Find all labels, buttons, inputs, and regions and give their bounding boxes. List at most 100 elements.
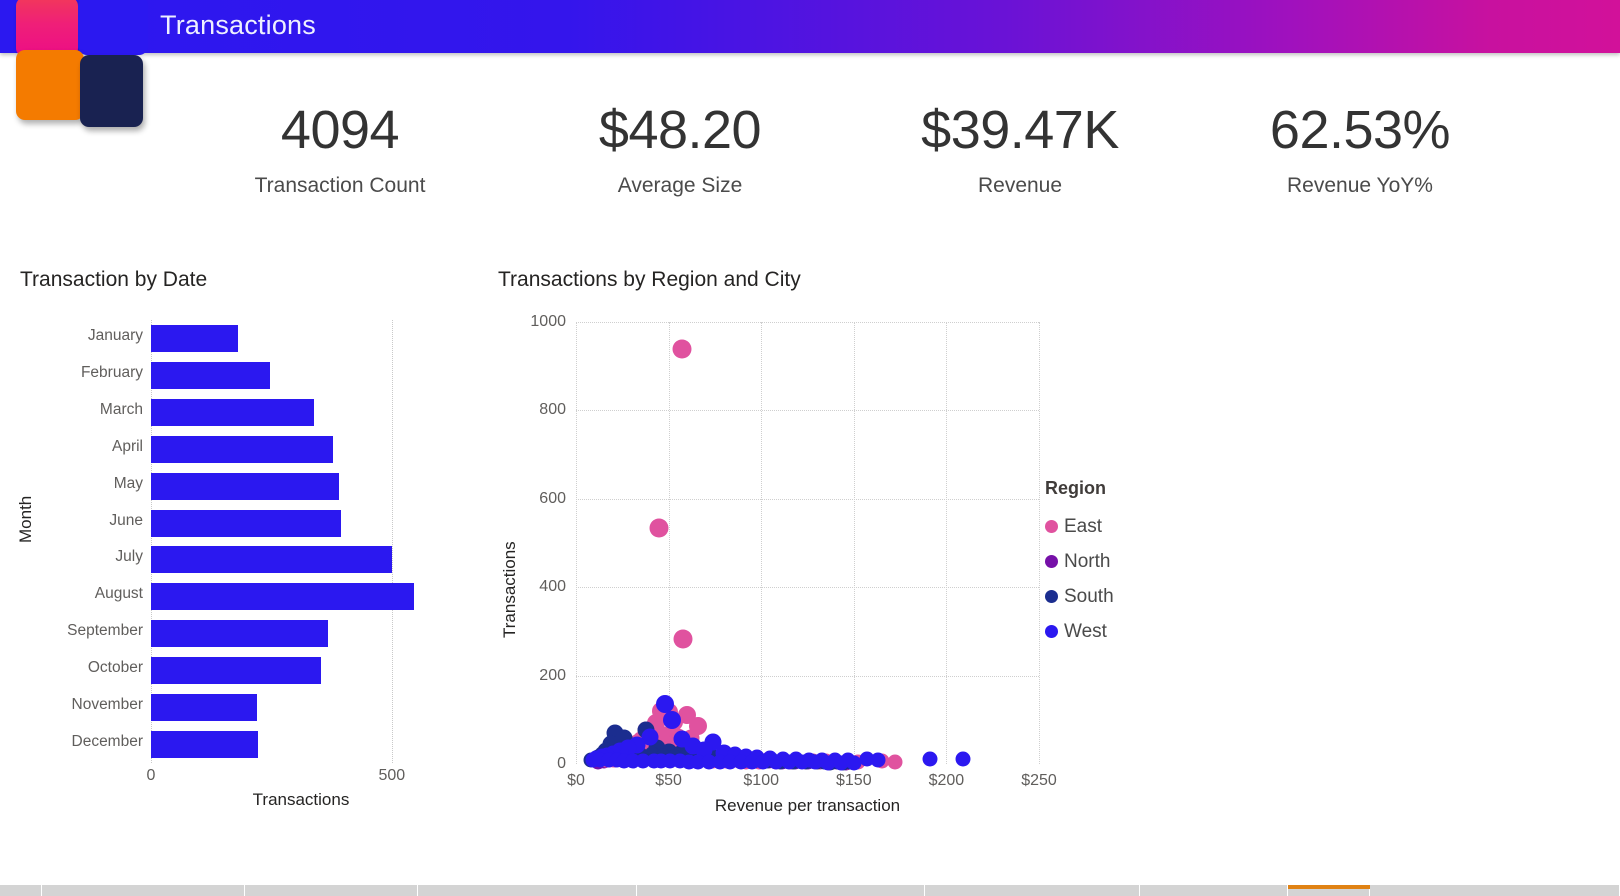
scatter-point[interactable] [695,741,713,759]
strip-segment[interactable] [1288,885,1370,896]
bar-row[interactable]: March [100,398,414,426]
scatter-point[interactable] [794,754,810,770]
bar-rect[interactable] [151,472,339,500]
scatter-point[interactable] [755,754,771,770]
bar-rect[interactable] [151,509,341,537]
bar-row[interactable]: August [95,583,414,611]
scatter-point[interactable] [672,339,692,359]
bar-category-label: August [94,585,143,603]
bar-row[interactable]: October [88,657,414,685]
legend-swatch-icon [1045,555,1058,568]
scatter-gridline-horizontal [576,587,1039,589]
scatter-y-tick-label: 1000 [530,313,566,330]
scatter-point[interactable] [673,629,693,649]
bar-row[interactable]: April [112,435,414,463]
bar-rect[interactable] [151,657,321,685]
scatter-y-tick-label: 0 [557,755,566,772]
bar-rect[interactable] [151,620,329,648]
bar-rect[interactable] [151,398,315,426]
bar-rect[interactable] [151,731,258,759]
strip-segment[interactable] [245,885,418,896]
kpi-label: Revenue [977,174,1063,197]
logo-square-pink [16,0,78,57]
bar-category-label: February [80,363,143,381]
bar-rect[interactable] [151,435,333,463]
bar-category-label: May [113,474,143,492]
strip-segment[interactable] [1140,885,1288,896]
scatter-x-tick-label: $250 [1021,772,1057,789]
legend-item-label: East [1064,515,1103,537]
legend-item-north[interactable]: North [1045,544,1225,579]
scatter-point[interactable] [768,754,784,770]
bar-row[interactable]: January [88,324,414,352]
scatter-y-tick-label: 800 [539,401,566,419]
scatter-point[interactable] [922,751,938,767]
scatter-x-axis-title: Revenue per transaction [714,796,901,815]
legend-item-south[interactable]: South [1045,579,1225,614]
scatter-point[interactable] [649,518,669,538]
transactions-by-region-city-chart[interactable]: Transactions by Region and City $0 $50 $10… [470,258,1170,828]
strip-segment[interactable] [925,885,1140,896]
scatter-gridline-vertical [761,322,763,764]
strip-segment[interactable] [637,885,925,896]
strip-segment[interactable] [0,885,42,896]
bar-chart-title: Transaction by Date [20,268,208,291]
bar-rect[interactable] [151,583,414,611]
bar-gridline [151,320,152,763]
bar-row[interactable]: June [109,509,414,537]
strip-segment[interactable] [418,885,637,896]
kpi-card: $39.47K Revenue [850,100,1190,215]
legend-item-west[interactable]: West [1045,614,1225,649]
scatter-point[interactable] [820,755,836,771]
bar-gridline [391,320,393,763]
bar-row[interactable]: November [72,694,414,722]
bar-rect[interactable] [151,546,392,574]
scatter-point[interactable] [846,755,862,771]
bar-category-label: March [99,400,143,418]
scatter-y-tick-label: 200 [539,666,566,684]
scatter-point[interactable] [955,751,971,767]
legend-item-east[interactable]: East [1045,509,1225,544]
bar-rect[interactable] [151,324,238,352]
scatter-gridline-vertical [946,322,948,764]
scatter-point[interactable] [781,754,797,770]
kpi-label: Average Size [617,174,743,197]
kpi-row: 4094 Transaction Count $48.20 Average Size $… [170,100,1570,215]
scatter-point[interactable] [641,728,659,746]
legend-swatch-icon [1045,625,1058,638]
logo-square-navy [80,55,143,127]
kpi-value: 62.53% [1269,100,1451,160]
strip-segment[interactable] [42,885,245,896]
scatter-point[interactable] [870,752,886,768]
scatter-gridline-vertical [1039,322,1040,764]
bar-row[interactable]: February [81,361,414,389]
scatter-y-axis-title: Transactions [500,541,519,638]
transaction-by-date-chart[interactable]: Transaction by Date 0 500 January February M… [0,258,470,828]
legend-item-label: West [1064,620,1107,642]
bottom-status-strip[interactable] [0,885,1620,896]
scatter-y-tick-label: 600 [539,489,566,507]
bar-rect[interactable] [151,361,271,389]
legend-item-label: North [1064,550,1111,572]
scatter-point[interactable] [655,695,674,714]
bar-category-label: October [87,659,143,677]
brand-logo[interactable] [8,0,153,130]
kpi-label: Revenue YoY% [1287,174,1433,197]
bar-row[interactable]: September [67,620,414,648]
strip-segment[interactable] [1370,885,1620,896]
scatter-point[interactable] [887,754,903,770]
scatter-gridline-vertical [668,322,670,764]
kpi-value: $48.20 [598,100,762,160]
kpi-card: 4094 Transaction Count [170,100,510,215]
scatter-point[interactable] [663,710,682,729]
bar-row[interactable]: May [114,472,414,500]
bar-row[interactable]: December [72,731,414,759]
legend-title: Region [1045,478,1106,498]
bar-rect[interactable] [151,694,257,722]
scatter-point[interactable] [807,754,823,770]
legend-items: East North South West [1045,509,1225,649]
bar-row[interactable]: July [115,546,414,574]
legend-swatch-icon [1045,590,1058,603]
scatter-x-tick-label: $200 [928,772,965,789]
scatter-point[interactable] [833,755,849,771]
